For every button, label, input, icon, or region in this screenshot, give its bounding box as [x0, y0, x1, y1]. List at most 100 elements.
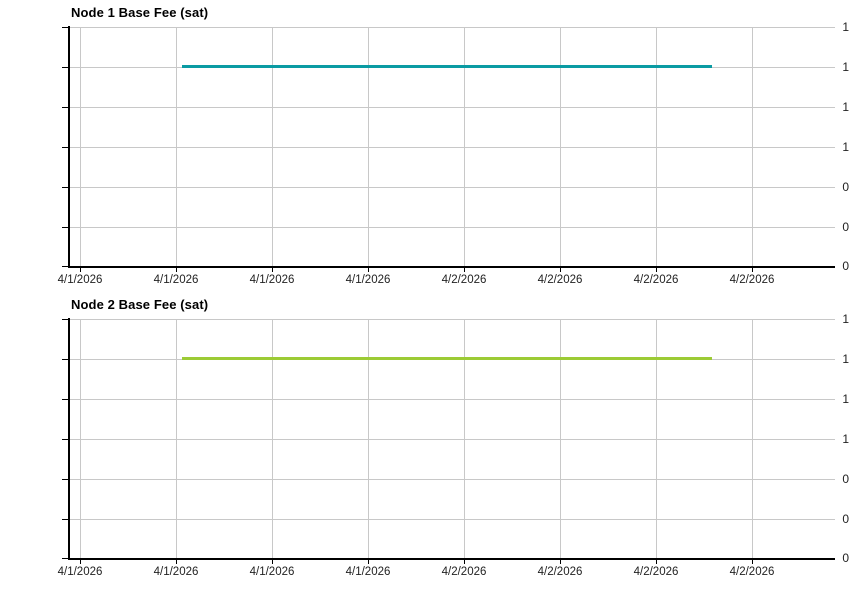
y-axis-line [68, 26, 70, 267]
y-axis-tick-label: 1 [842, 392, 849, 406]
x-axis-tick-label: 4/1/2026 [249, 566, 295, 578]
y-axis-tick [62, 187, 69, 188]
x-axis-tick-label: 4/2/2026 [633, 566, 679, 578]
x-axis-ticks: 4/1/2026 4/1/2026 4/1/2026 4/1/2026 4/2/… [0, 0, 860, 290]
x-axis-tick-label: 4/1/2026 [249, 274, 295, 286]
gridline-vertical [560, 319, 561, 558]
x-axis-tick-label: 4/1/2026 [345, 274, 391, 286]
y-axis-ticks: 1 1 1 1 0 0 0 [0, 0, 860, 290]
gridline-vertical [368, 319, 369, 558]
x-axis-tick-label: 4/2/2026 [633, 274, 679, 286]
gridline-horizontal [68, 27, 835, 28]
x-axis-tick [368, 267, 369, 272]
plot-area [68, 319, 835, 558]
x-axis-tick-label: 4/1/2026 [153, 274, 199, 286]
gridline-horizontal [68, 479, 835, 480]
gridline-vertical [560, 27, 561, 266]
gridline-vertical [272, 27, 273, 266]
y-axis-tick [62, 558, 69, 559]
gridline-vertical [656, 27, 657, 266]
x-axis-tick-label: 4/2/2026 [441, 274, 487, 286]
x-axis-tick [176, 559, 177, 564]
y-axis-tick-label: 0 [842, 472, 849, 486]
y-axis-tick [62, 359, 69, 360]
y-axis-tick-label: 0 [842, 180, 849, 194]
y-axis-tick [62, 319, 69, 320]
x-axis-tick [272, 559, 273, 564]
x-axis-line [68, 266, 835, 268]
gridline-horizontal [68, 439, 835, 440]
y-axis-tick [62, 439, 69, 440]
y-axis-tick-label: 1 [842, 20, 849, 34]
y-axis-tick-label: 0 [842, 512, 849, 526]
gridline-vertical [272, 319, 273, 558]
x-axis-tick-label: 4/1/2026 [57, 566, 103, 578]
x-axis-tick-label: 4/1/2026 [153, 566, 199, 578]
gridline-horizontal [68, 227, 835, 228]
x-axis-tick-label: 4/2/2026 [441, 566, 487, 578]
gridline-horizontal [68, 147, 835, 148]
y-axis-tick-label: 0 [842, 259, 849, 273]
y-axis-tick-label: 0 [842, 551, 849, 565]
x-axis-tick [368, 559, 369, 564]
y-axis-line [68, 318, 70, 559]
gridline-vertical [368, 27, 369, 266]
y-axis-tick-label: 1 [842, 60, 849, 74]
y-axis-tick [62, 227, 69, 228]
gridline-vertical [752, 319, 753, 558]
x-axis-tick [656, 267, 657, 272]
x-axis-tick-label: 4/1/2026 [345, 566, 391, 578]
x-axis-tick [752, 559, 753, 564]
x-axis-tick [560, 267, 561, 272]
gridline-horizontal [68, 107, 835, 108]
y-axis-tick [62, 107, 69, 108]
gridline-vertical [80, 319, 81, 558]
gridline-vertical [464, 319, 465, 558]
gridline-vertical [464, 27, 465, 266]
x-axis-line [68, 558, 835, 560]
x-axis-tick-label: 4/2/2026 [729, 274, 775, 286]
gridline-vertical [176, 319, 177, 558]
x-axis-tick [464, 267, 465, 272]
gridline-horizontal [68, 187, 835, 188]
x-axis-tick-label: 4/2/2026 [537, 566, 583, 578]
y-axis-tick [62, 399, 69, 400]
x-axis-tick [656, 559, 657, 564]
series-line-node-1 [182, 65, 712, 68]
x-axis-tick-label: 4/2/2026 [729, 566, 775, 578]
x-axis-tick [560, 559, 561, 564]
x-axis-ticks: 4/1/2026 4/1/2026 4/1/2026 4/1/2026 4/2/… [0, 292, 860, 592]
chart-panel-node-2: Node 2 Base Fee (sat) [0, 292, 860, 592]
y-axis-tick-label: 1 [842, 140, 849, 154]
y-axis-tick-label: 1 [842, 432, 849, 446]
series-line-node-2 [182, 357, 712, 360]
y-axis-tick [62, 479, 69, 480]
gridline-vertical [176, 27, 177, 266]
x-axis-tick [272, 267, 273, 272]
x-axis-tick [176, 267, 177, 272]
x-axis-tick [80, 267, 81, 272]
gridline-vertical [752, 27, 753, 266]
y-axis-tick-label: 0 [842, 220, 849, 234]
y-axis-tick-label: 1 [842, 100, 849, 114]
x-axis-tick-label: 4/2/2026 [537, 274, 583, 286]
gridline-vertical [80, 27, 81, 266]
x-axis-tick-label: 4/1/2026 [57, 274, 103, 286]
x-axis-tick [80, 559, 81, 564]
chart-panel-node-1: Node 1 Base Fee (sat) [0, 0, 860, 290]
y-axis-ticks: 1 1 1 1 0 0 0 [0, 292, 860, 592]
chart-title: Node 1 Base Fee (sat) [71, 5, 209, 20]
chart-title: Node 2 Base Fee (sat) [71, 297, 209, 312]
gridline-horizontal [68, 319, 835, 320]
gridline-vertical [656, 319, 657, 558]
gridline-horizontal [68, 519, 835, 520]
y-axis-tick [62, 519, 69, 520]
plot-area [68, 27, 835, 266]
y-axis-tick [62, 266, 69, 267]
y-axis-tick-label: 1 [842, 312, 849, 326]
y-axis-tick-label: 1 [842, 352, 849, 366]
y-axis-tick [62, 147, 69, 148]
gridline-horizontal [68, 399, 835, 400]
x-axis-tick [752, 267, 753, 272]
